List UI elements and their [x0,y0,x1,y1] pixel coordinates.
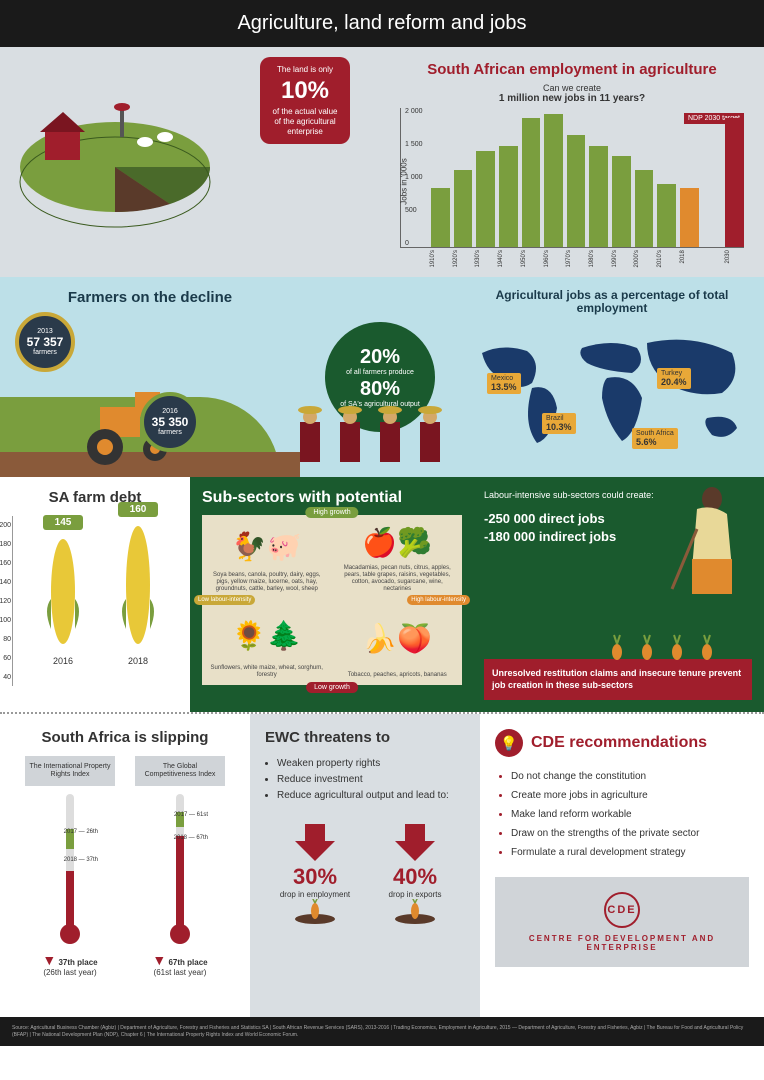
section-debt-subsectors: SA farm debt 200180160140120100806040 14… [0,477,764,712]
unresolved-claims-note: Unresolved restitution claims and insecu… [484,659,752,700]
farmers-2016-badge: 201635 350farmers [140,392,200,452]
ewc-title: EWC threatens to [265,729,465,746]
bar [454,170,473,247]
subsector-quadrant: High growth Low growth Low labour-intens… [202,515,462,685]
thermometer: The Global Competitiveness Index2017 — 6… [135,756,225,977]
source-footer: Source: Agricultural Business Chamber (A… [0,1017,764,1046]
bar [725,118,744,247]
map-marker: Turkey20.4% [657,368,691,389]
section-land-employment: The land is only 10% of the actual value… [0,47,764,277]
bar [567,135,586,247]
ewc-drop-arrow: 30%drop in employment [275,819,355,924]
farmers-2013-badge: 201357 357farmers [15,312,75,372]
subsectors-title: Sub-sectors with potential [202,489,472,507]
bar [612,156,631,247]
map-marker: Mexico13.5% [487,373,521,394]
quadrant-cell: 🍎🥦Macadamias, pecan nuts, citrus, apples… [333,515,463,600]
quadrant-cell: 🐓🐖Soya beans, canola, poultry, dairy, eg… [202,515,332,600]
section-farmers-decline: Farmers on the decline 201357 357farmers… [0,277,764,477]
farmers-decline-title: Farmers on the decline [12,289,288,306]
bar [499,146,518,247]
carrots-row-icon [602,630,742,660]
world-map: Mexico13.5% Brazil10.3% Turkey20.4% South A… [472,323,752,463]
quad-label-right: High labour-intensity [407,595,470,605]
bar [680,188,699,247]
bar [431,188,450,247]
lightbulb-icon: 💡 [495,729,523,757]
map-marker: Brazil10.3% [542,413,576,434]
bar [657,184,676,247]
farm-debt-chart: 200180160140120100806040 14520161602018 [12,516,178,686]
cde-recommendations-title: CDE recommendations [531,734,707,752]
quadrant-cell: 🌻🌲Sunflowers, white maize, wheat, sorghu… [202,601,332,686]
cde-recommendations-list: Do not change the constitutionCreate mor… [495,767,749,862]
quadrant-cell: 🍌🍑Tobacco, peaches, apricots, bananas [333,601,463,686]
map-marker: South Africa5.6% [632,428,678,449]
section-slipping-ewc-cde: South Africa is slipping The Internation… [0,712,764,1017]
bar [544,114,563,247]
thermometer: The International Property Rights Index2… [25,756,115,977]
land-value-callout: The land is only 10% of the actual value… [260,57,350,144]
employment-chart-subtitle: Can we create1 million new jobs in 11 ye… [400,83,744,104]
quad-label-left: Low labour-intensity [194,595,255,605]
farmer-woman-icon [642,479,762,609]
bar [635,170,654,247]
farm-pie-illustration [15,82,235,242]
employment-chart-title: South African employment in agriculture [400,62,744,79]
slipping-title: South Africa is slipping [15,729,235,746]
bar [522,118,541,247]
bar [476,151,495,246]
ewc-threat-list: Weaken property rightsReduce investmentR… [277,756,465,804]
bar [589,146,608,247]
quad-label-top: High growth [305,507,358,518]
employment-bar-chart: Jobs in '000s 05001 0001 5002 000 [400,108,744,248]
map-title: Agricultural jobs as a percentage of tot… [472,289,752,315]
quad-label-bottom: Low growth [306,682,358,693]
farmers-row-icon [290,402,470,472]
ewc-drop-arrow: 40%drop in exports [375,819,455,924]
page-title: Agriculture, land reform and jobs [0,0,764,47]
cde-logo: CDE CENTRE FOR DEVELOPMENT AND ENTERPRIS… [495,877,749,967]
